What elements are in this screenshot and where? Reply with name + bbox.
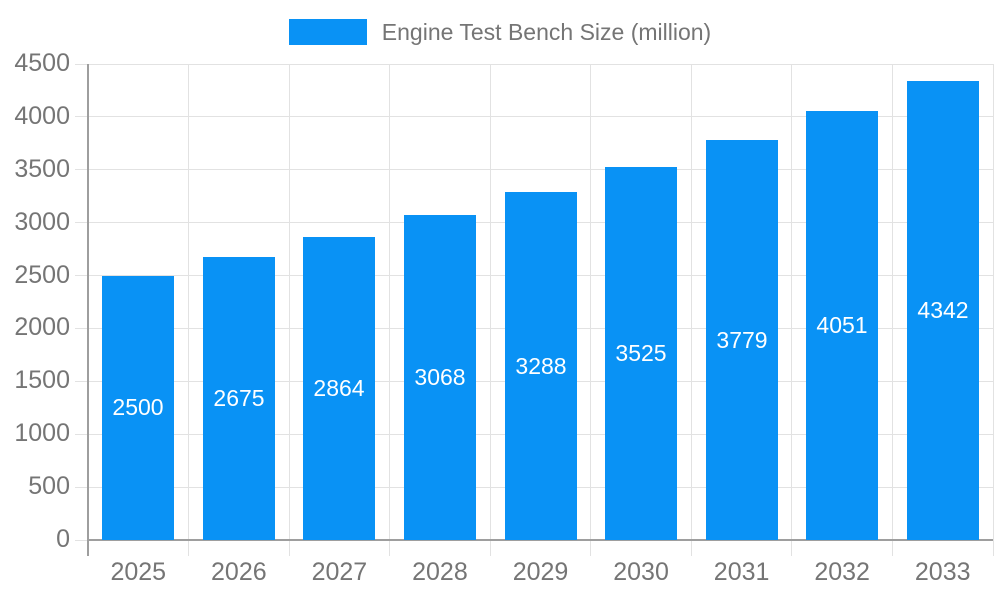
y-axis-tick (75, 380, 88, 382)
y-axis-label: 500 (28, 472, 70, 501)
x-axis-label: 2027 (311, 558, 368, 586)
x-axis-tick (891, 540, 893, 556)
bar-2033[interactable]: 4342 (907, 80, 979, 540)
x-gridline (288, 64, 290, 540)
x-axis-tick (590, 540, 592, 556)
x-axis-label: 2029 (512, 558, 569, 586)
bar-2025[interactable]: 2500 (102, 275, 174, 540)
y-axis-label: 3000 (14, 207, 70, 236)
x-axis-label: 2025 (110, 558, 167, 586)
y-axis-label: 1500 (14, 366, 70, 395)
x-gridline (188, 64, 190, 540)
x-axis-line (88, 539, 993, 541)
x-gridline (389, 64, 391, 540)
y-axis-label: 1000 (14, 419, 70, 448)
x-gridline (791, 64, 793, 540)
y-axis-line (87, 64, 89, 556)
x-axis-tick (489, 540, 491, 556)
bar-2031[interactable]: 3779 (706, 140, 778, 540)
bar-value-label: 4342 (917, 296, 969, 323)
bar-value-label: 2500 (112, 394, 164, 421)
x-gridline (690, 64, 692, 540)
legend-swatch-icon (288, 19, 367, 45)
y-axis-tick (75, 63, 88, 65)
y-axis-tick (75, 116, 88, 118)
y-axis-tick (75, 327, 88, 329)
y-axis-tick (75, 169, 88, 171)
x-gridline (992, 64, 994, 540)
y-axis-label: 2000 (14, 313, 70, 342)
legend: Engine Test Bench Size (million) (0, 12, 1000, 52)
y-axis-tick (75, 486, 88, 488)
bar-value-label: 3288 (515, 352, 567, 379)
x-axis-label: 2032 (814, 558, 870, 586)
x-axis-tick (389, 540, 391, 556)
bar-2029[interactable]: 3288 (505, 192, 577, 540)
x-axis-label: 2028 (412, 558, 468, 586)
y-axis-tick (75, 539, 88, 541)
x-gridline (489, 64, 491, 540)
x-gridline (891, 64, 893, 540)
bar-2030[interactable]: 3525 (605, 167, 677, 540)
bar-value-label: 3779 (716, 326, 768, 353)
x-gridline (590, 64, 592, 540)
x-axis-label: 2031 (713, 558, 770, 586)
x-axis-tick (992, 540, 994, 556)
y-gridline (88, 169, 993, 171)
x-axis-tick (188, 540, 190, 556)
y-axis-label: 2500 (14, 260, 70, 289)
y-axis-label: 4500 (14, 49, 70, 77)
x-axis-tick (690, 540, 692, 556)
bar-value-label: 3068 (414, 364, 466, 391)
x-axis-label: 2030 (613, 558, 669, 586)
bar-value-label: 2864 (313, 375, 365, 402)
bar-2027[interactable]: 2864 (303, 237, 375, 540)
bar-value-label: 3525 (615, 340, 667, 367)
bar-2026[interactable]: 2675 (203, 257, 275, 540)
y-gridline (88, 63, 993, 65)
y-axis-tick (75, 222, 88, 224)
x-axis-label: 2026 (211, 558, 267, 586)
bar-value-label: 2675 (213, 385, 265, 411)
y-axis-label: 0 (56, 525, 70, 553)
y-axis-label: 4000 (14, 101, 70, 130)
y-axis-tick (75, 275, 88, 277)
x-axis-tick (288, 540, 290, 556)
legend-item[interactable]: Engine Test Bench Size (million) (288, 18, 712, 46)
y-axis-tick (75, 433, 88, 435)
bar-value-label: 4051 (816, 312, 868, 339)
x-axis-tick (791, 540, 793, 556)
x-axis-label: 2033 (914, 558, 971, 586)
bar-2028[interactable]: 3068 (404, 215, 476, 540)
bar-2032[interactable]: 4051 (806, 111, 878, 540)
y-axis-label: 3500 (14, 154, 70, 183)
legend-label: Engine Test Bench Size (million) (381, 18, 712, 45)
y-gridline (88, 116, 993, 118)
